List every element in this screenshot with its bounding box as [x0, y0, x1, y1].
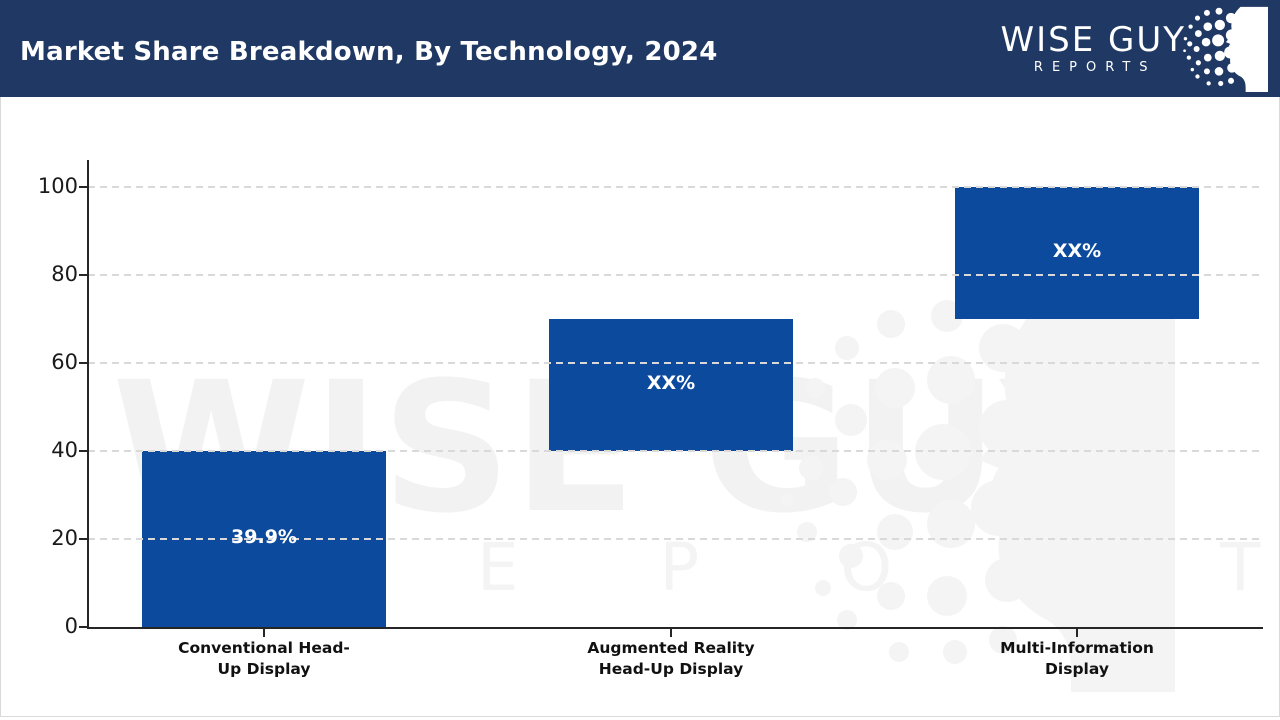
y-tick-mark-80 — [79, 274, 87, 276]
bar-value-label-3: XX% — [1052, 240, 1102, 262]
x-axis-line — [87, 627, 1263, 629]
wiseguy-logo: WISE GUY REPORTS — [1000, 4, 1270, 94]
category-label-2: Augmented Reality Head-Up Display — [587, 639, 755, 678]
y-tick-mark-0 — [79, 626, 87, 628]
x-tick-mark-2 — [670, 629, 672, 637]
bar-value-label-1: 39.9% — [231, 526, 297, 548]
logo-subtitle: REPORTS — [1033, 60, 1157, 75]
y-tick-label-60: 60 — [51, 350, 78, 374]
page-title: Market Share Breakdown, By Technology, 2… — [20, 36, 718, 67]
gridline-y-20 — [88, 538, 1262, 540]
y-tick-label-80: 80 — [51, 262, 78, 286]
y-tick-label-0: 0 — [64, 614, 78, 638]
gridline-y-100 — [88, 186, 1262, 188]
gridline-y-40 — [88, 450, 1262, 452]
y-tick-label-100: 100 — [37, 174, 78, 198]
category-label-1: Conventional Head- Up Display — [178, 639, 350, 678]
y-tick-mark-60 — [79, 362, 87, 364]
x-tick-mark-3 — [1076, 629, 1078, 637]
watermark-face-dots-icon — [780, 296, 1175, 692]
gridline-y-80 — [88, 274, 1262, 276]
y-axis-line — [87, 160, 89, 628]
logo-text: WISE GUY REPORTS — [1000, 22, 1186, 75]
y-tick-mark-40 — [79, 450, 87, 452]
bar-segment-3 — [955, 187, 1199, 319]
y-tick-mark-20 — [79, 538, 87, 540]
logo-name: WISE GUY — [1000, 20, 1186, 60]
y-tick-label-20: 20 — [51, 526, 78, 550]
y-tick-label-40: 40 — [51, 438, 78, 462]
header-bar: Market Share Breakdown, By Technology, 2… — [0, 0, 1280, 97]
gridline-y-60 — [88, 362, 1262, 364]
face-dots-icon — [1183, 6, 1268, 92]
bar-segment-2 — [549, 319, 793, 451]
y-tick-mark-100 — [79, 186, 87, 188]
bar-value-label-2: XX% — [646, 372, 696, 394]
x-tick-mark-1 — [263, 629, 265, 637]
category-label-3: Multi-Information Display — [1000, 639, 1154, 678]
